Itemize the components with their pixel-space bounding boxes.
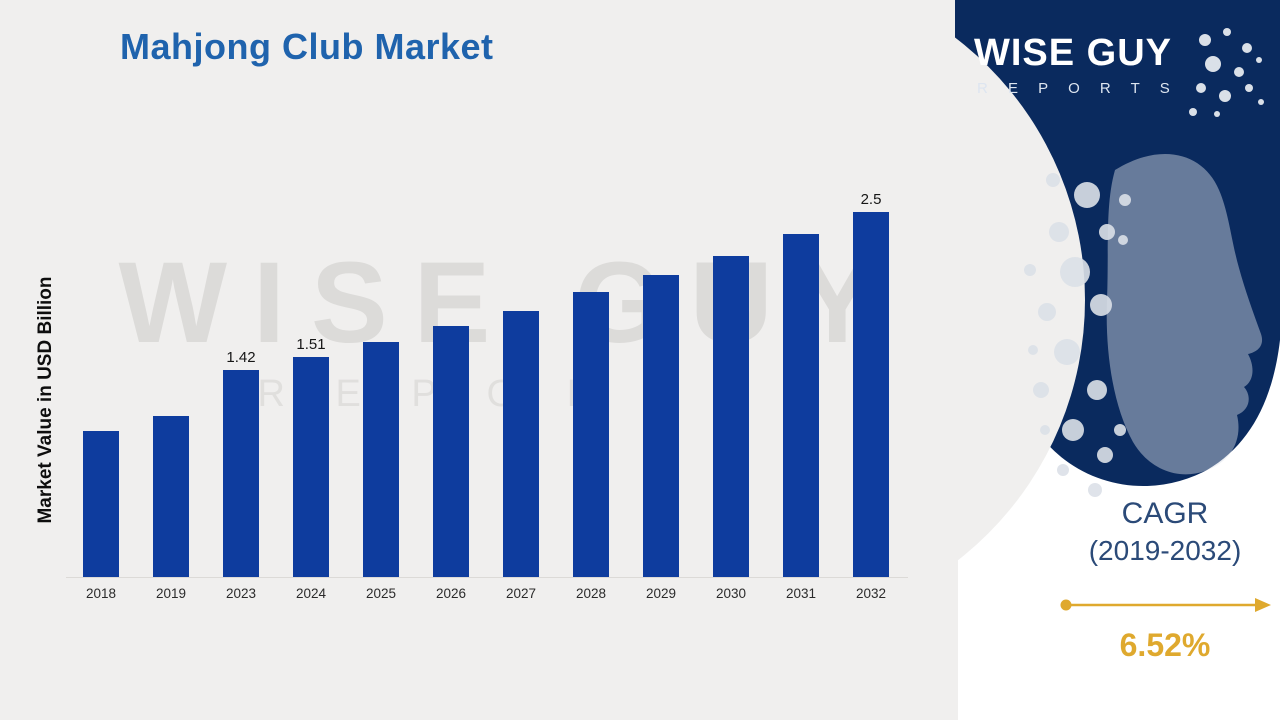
watermark-brand-text: WISE GUY	[118, 239, 902, 367]
bar	[503, 311, 539, 577]
x-axis-tick-label: 2018	[85, 586, 117, 601]
brand-panel-graphic	[955, 0, 1280, 563]
bar-column: 2027	[486, 311, 556, 601]
bar-column: 2025	[346, 342, 416, 601]
cagr-period: (2019-2032)	[1088, 535, 1242, 566]
bar	[573, 292, 609, 577]
bar-value-label: 1.51	[296, 336, 326, 353]
brand-logo: WISE GUY R E P O R T S	[974, 32, 1178, 97]
bar-column: 2.5 2032	[836, 191, 906, 601]
bar-column: 1.51 2024	[276, 336, 346, 601]
bar-column: 2018	[66, 431, 136, 601]
brand-logo-name: WISE GUY	[974, 32, 1173, 74]
bar	[83, 431, 119, 577]
bar-column: 2019	[136, 416, 206, 601]
x-axis-tick-label: 2023	[225, 586, 257, 601]
panel-curve-cutout	[955, 37, 1085, 563]
cagr-block: CAGR (2019-2032) 6.52%	[1056, 497, 1274, 664]
bar-column: 2029	[626, 275, 696, 601]
face-silhouette	[1106, 153, 1263, 475]
y-axis-label: Market Value in USD Billion	[35, 276, 56, 524]
bar-value-label: 1.42	[226, 349, 256, 366]
x-axis-tick-label: 2031	[785, 586, 817, 601]
logo-face-dots	[1189, 28, 1264, 117]
bar-column: 2026	[416, 326, 486, 601]
brand-logo-reports: R E P O R T S	[977, 80, 1178, 97]
x-axis-tick-label: 2028	[575, 586, 607, 601]
cagr-value: 6.52%	[1119, 627, 1211, 663]
bar	[433, 326, 469, 577]
x-axis-tick-label: 2019	[155, 586, 187, 601]
x-axis-tick-label: 2025	[365, 586, 397, 601]
watermark: WISE GUY R E P O R T S	[90, 246, 930, 416]
bar	[293, 357, 329, 577]
x-axis-tick-label: 2030	[715, 586, 747, 601]
bar	[643, 275, 679, 577]
arrow-right-icon	[1060, 598, 1271, 612]
bar-column: 2031	[766, 234, 836, 601]
x-axis-tick-label: 2024	[295, 586, 327, 601]
page-title: Mahjong Club Market	[120, 26, 494, 67]
bar	[853, 212, 889, 577]
bar-column: 2030	[696, 256, 766, 601]
bar-column: 1.42 2023	[206, 349, 276, 601]
cagr-label: CAGR	[1121, 497, 1209, 530]
x-axis-tick-label: 2032	[855, 586, 887, 601]
bar	[713, 256, 749, 577]
bar	[223, 370, 259, 577]
bar	[363, 342, 399, 577]
bar-value-label: 2.5	[860, 191, 882, 208]
bar	[153, 416, 189, 577]
x-axis-tick-label: 2026	[435, 586, 467, 601]
halftone-dots	[1024, 173, 1131, 497]
bar-column: 2028	[556, 292, 626, 601]
x-axis-tick-label: 2027	[505, 586, 537, 601]
bar	[783, 234, 819, 577]
bar-chart: 2018 2019 1.42 2023 1.51 2024 2025 2026 2027 2028…	[66, 166, 908, 601]
x-axis-tick-label: 2029	[645, 586, 677, 601]
